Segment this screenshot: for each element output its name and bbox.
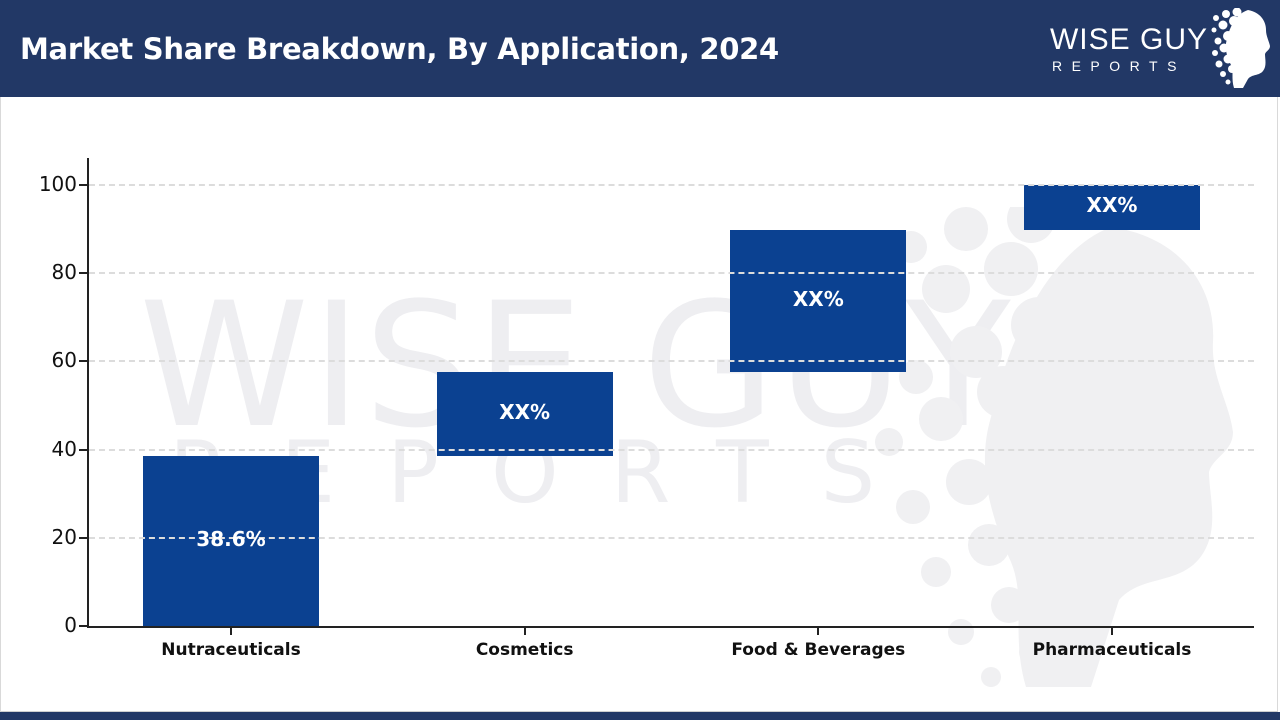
bar-food-beverages [730,229,907,373]
y-axis-tick-label: 80 [51,260,77,285]
y-axis-tick [79,625,87,627]
watermark-head-dots [875,207,1233,687]
bar-value-label: XX% [499,400,551,425]
bar-pharmaceuticals [1024,185,1200,230]
gridline [89,360,1254,363]
y-axis-tick-label: 0 [64,613,77,637]
y-axis-tick-label: 100 [38,172,77,196]
x-axis-line [87,626,1254,628]
y-axis-tick [79,360,87,363]
x-axis-tick [1111,628,1113,635]
y-axis-tick [79,184,87,186]
head-profile-icon [1211,7,1270,88]
x-axis-tick [817,628,820,635]
x-axis-tick-label: Cosmetics [475,640,574,660]
x-axis-tick-label: Food & Beverages [731,640,906,660]
bar-value-label: XX% [1086,193,1138,218]
gridline [89,536,1254,539]
y-axis-tick [79,536,87,539]
logo-text: WISE GUY REPORTS [1049,22,1208,74]
wise-guy-logo: WISE GUY REPORTS [1049,7,1270,90]
y-axis-tick-label: 60 [51,348,77,373]
x-axis-tick-label: Nutraceuticals [161,640,301,660]
logo-wordmark: WISE GUY [1049,22,1208,56]
x-axis-tick [230,628,232,635]
y-axis-tick [79,448,87,451]
bar-nutraceuticals [143,455,319,626]
gridline [89,184,1254,186]
y-axis-tick [79,272,87,275]
header: Market Share Breakdown, By Application, … [0,0,1280,97]
logo-subtitle: REPORTS [1051,57,1186,74]
y-axis-tick-label: 40 [51,436,77,461]
bar-cosmetics [436,372,613,456]
chart-area: WISE GUY REPORTS 0 20 40 60 80 100 38.6% Nutrac… [0,97,1278,712]
x-axis-tick [523,628,526,635]
page-title: Market Share Breakdown, By Application, … [20,31,779,66]
y-axis-line [87,158,89,628]
bar-value-label: XX% [792,287,844,312]
footer-bar [0,712,1280,720]
y-axis-tick-label: 20 [51,524,77,549]
x-axis-tick-label: Pharmaceuticals [1032,640,1192,660]
gridline [89,448,1254,451]
gridline [89,272,1254,275]
bar-value-label: 38.6% [196,526,266,551]
